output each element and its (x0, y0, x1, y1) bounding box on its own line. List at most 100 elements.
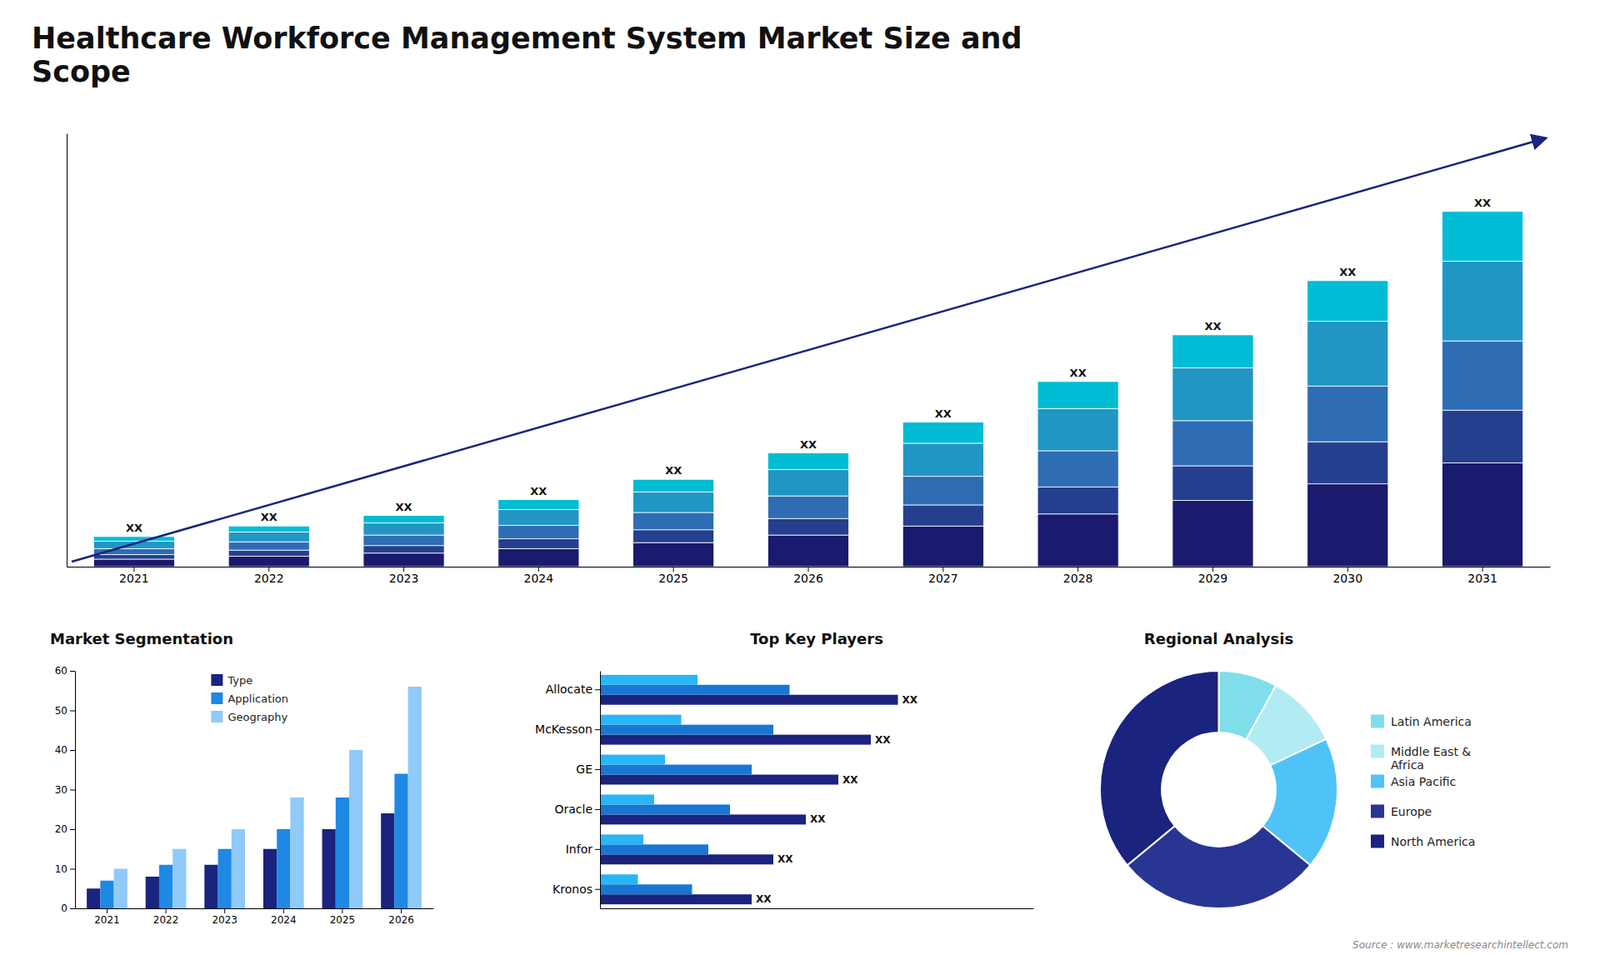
bar (172, 849, 186, 909)
tick-label: 10 (55, 863, 68, 875)
legend-item: Latin America (1370, 715, 1472, 729)
tick: 2027 (928, 566, 959, 585)
tick: 2026 (793, 566, 824, 585)
bar-segment (498, 509, 580, 525)
plot-area (86, 686, 422, 909)
bar-segment (498, 548, 580, 567)
total-label: XX (800, 438, 817, 451)
y-axis (66, 134, 68, 568)
y-axis-line (600, 671, 601, 910)
bar-segment (1037, 450, 1119, 487)
legend-swatch (1370, 715, 1385, 729)
slice (1100, 670, 1219, 865)
bar-segment (93, 536, 175, 541)
total-label: XX (395, 500, 413, 514)
tick-label: 2025 (330, 914, 356, 926)
bar-segment (93, 555, 175, 560)
tick: 2022 (254, 566, 285, 585)
legend-label: Middle East &Africa (1390, 745, 1471, 772)
data-label: XX (777, 853, 794, 865)
bar (380, 813, 395, 909)
tick-mark (595, 729, 600, 730)
tick-label: 2021 (94, 914, 120, 926)
tick-label: 2023 (389, 571, 420, 585)
legend-swatch (1370, 745, 1385, 759)
chart-title: Regional Analysis (1144, 630, 1294, 648)
data-label: XX (810, 813, 826, 825)
total-label: XX (1474, 196, 1491, 210)
bar-segment (1172, 368, 1254, 421)
bar (114, 869, 128, 910)
tick-mark (224, 908, 225, 914)
tick-mark (70, 790, 75, 791)
bar (600, 794, 655, 805)
bar-segment (1172, 500, 1254, 567)
plot-area (600, 675, 899, 905)
legend-item: Asia Pacific (1370, 775, 1456, 789)
bar (600, 695, 899, 705)
bar-segment (363, 545, 445, 554)
legend-label: Application (227, 692, 289, 705)
tick-label: 2027 (928, 571, 959, 585)
bar-segment (93, 559, 175, 567)
x-axis-line (75, 908, 435, 910)
tick: 2021 (94, 908, 120, 926)
tick-mark (595, 889, 600, 890)
tick: McKesson (535, 722, 600, 736)
bar-segment (767, 518, 849, 535)
total-label: XX (1070, 366, 1087, 380)
legend-item: Middle East &Africa (1370, 745, 1471, 772)
bar-segment (633, 492, 715, 513)
bar-segment (228, 555, 310, 567)
legend-item: Application (210, 692, 289, 705)
tick: 2023 (389, 566, 420, 585)
tick-label: 2030 (1332, 571, 1363, 585)
bar-segment (498, 525, 580, 539)
total-label: XX (665, 464, 682, 477)
tick-label: 2022 (254, 571, 285, 585)
tick: Kronos (552, 882, 600, 896)
bar-segment (1442, 410, 1524, 463)
data-label: XX (902, 694, 919, 706)
tick: 2023 (211, 908, 238, 926)
bar-segment (767, 470, 849, 497)
tick-mark (595, 849, 600, 850)
tick-label: 2024 (270, 914, 297, 926)
bar-segment (1307, 385, 1389, 442)
bar-segment (767, 495, 849, 519)
legend-item: Europe (1370, 805, 1432, 819)
y-axis-line (75, 671, 76, 910)
bar (600, 834, 644, 845)
tick: 2030 (1332, 566, 1363, 585)
bar (204, 865, 218, 909)
legend-swatch (1370, 775, 1385, 789)
tick-label: McKesson (535, 722, 593, 736)
bar (335, 797, 350, 909)
bar-segment (498, 500, 580, 510)
tick-label: Allocate (545, 682, 593, 696)
bar (600, 884, 693, 895)
tick-mark (595, 809, 600, 810)
tick: Infor (565, 842, 600, 856)
y-axis: AllocateMcKessonGEOracleInforKronos (535, 671, 600, 910)
tick-label: 2023 (211, 914, 238, 926)
x-axis: 2021202220232024202520262027202820292030… (67, 566, 1551, 585)
tick-label: GE (575, 762, 593, 776)
bar (231, 829, 245, 909)
bar-segment (363, 553, 445, 567)
trend-arrow (71, 138, 1545, 562)
tick: 0 (60, 902, 75, 915)
tick: 2024 (270, 908, 297, 926)
legend-swatch (210, 674, 223, 686)
bar (86, 888, 100, 909)
tick-label: 60 (55, 665, 68, 677)
bar-chart: 2021202220232024202520260102030405060Typ… (55, 665, 435, 925)
tick-mark (283, 908, 285, 914)
tick: Allocate (545, 682, 600, 696)
bar-segment (1307, 484, 1389, 567)
legend-label: Asia Pacific (1390, 775, 1456, 789)
bar (394, 774, 408, 910)
legend-swatch (1370, 835, 1385, 849)
bar-segment (1037, 408, 1119, 451)
tick-label: 50 (55, 705, 68, 717)
